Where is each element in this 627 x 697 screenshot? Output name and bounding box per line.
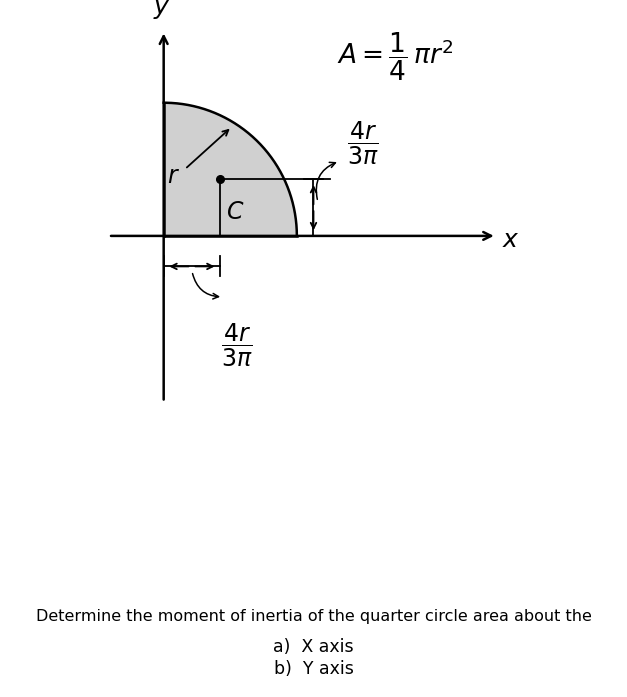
Text: b)  Y axis: b) Y axis — [273, 660, 354, 678]
Text: Determine the moment of inertia of the quarter circle area about the: Determine the moment of inertia of the q… — [36, 609, 591, 625]
Text: $\dfrac{4r}{3\pi}$: $\dfrac{4r}{3\pi}$ — [221, 322, 253, 369]
Text: C: C — [227, 201, 243, 224]
Text: $\dfrac{4r}{3\pi}$: $\dfrac{4r}{3\pi}$ — [347, 120, 378, 167]
Text: x: x — [502, 229, 517, 252]
Text: y: y — [154, 0, 168, 20]
Text: r: r — [167, 164, 176, 188]
Text: a)  X axis: a) X axis — [273, 638, 354, 656]
Polygon shape — [164, 102, 297, 236]
Text: $A = \dfrac{1}{4}\,\pi r^2$: $A = \dfrac{1}{4}\,\pi r^2$ — [337, 31, 453, 83]
